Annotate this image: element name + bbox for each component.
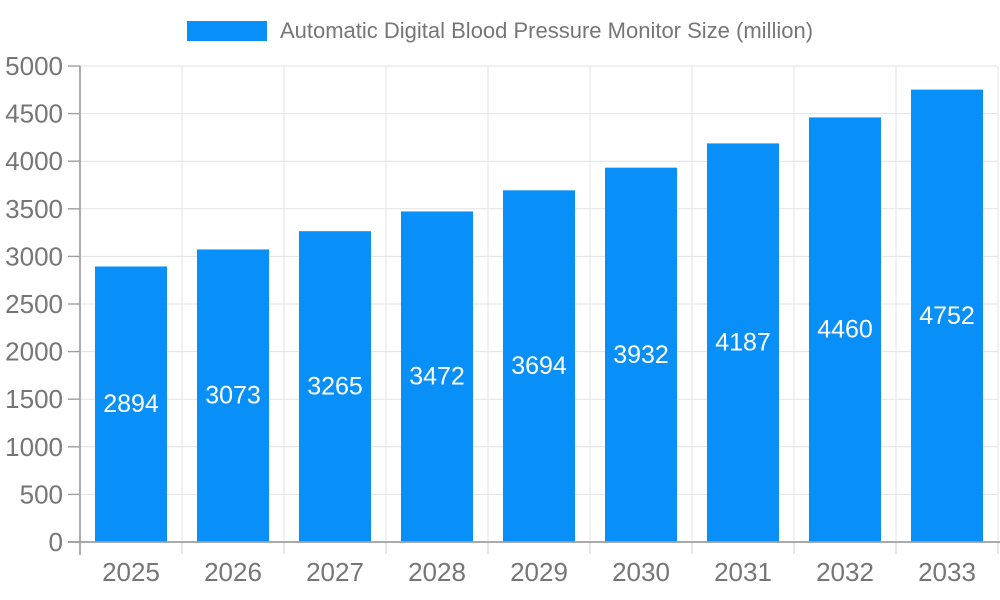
bar-2028[interactable] xyxy=(400,211,474,542)
x-axis-label-2026: 2026 xyxy=(204,557,262,587)
y-axis-label-0: 0 xyxy=(49,527,63,557)
bar-2027[interactable] xyxy=(298,231,372,542)
y-axis-label-2000: 2000 xyxy=(5,337,63,367)
legend-swatch xyxy=(186,21,267,41)
y-axis-label-5000: 5000 xyxy=(5,51,63,81)
y-axis-label-4000: 4000 xyxy=(5,146,63,176)
bar-value-label-2030: 3932 xyxy=(613,341,669,369)
bar-2033[interactable] xyxy=(910,89,984,543)
bar-value-label-2033: 4752 xyxy=(919,302,975,330)
bar-2029[interactable] xyxy=(502,190,576,542)
x-axis-label-2032: 2032 xyxy=(816,557,874,587)
y-axis-label-500: 500 xyxy=(20,479,63,509)
x-axis-label-2030: 2030 xyxy=(612,557,670,587)
legend-item[interactable]: Automatic Digital Blood Pressure Monitor… xyxy=(0,18,1000,44)
x-axis-label-2028: 2028 xyxy=(408,557,466,587)
bar-value-label-2027: 3265 xyxy=(307,373,363,401)
y-axis-label-3000: 3000 xyxy=(5,241,63,271)
bar-value-label-2032: 4460 xyxy=(817,316,873,344)
x-axis-label-2025: 2025 xyxy=(102,557,160,587)
bar-value-label-2025: 2894 xyxy=(103,390,159,418)
x-axis-label-2027: 2027 xyxy=(306,557,364,587)
x-axis-label-2029: 2029 xyxy=(510,557,568,587)
bar-value-label-2031: 4187 xyxy=(715,329,771,357)
bar-2030[interactable] xyxy=(604,167,678,543)
bar-2031[interactable] xyxy=(706,143,780,543)
bar-value-label-2029: 3694 xyxy=(511,352,567,380)
y-axis-label-1500: 1500 xyxy=(5,384,63,414)
y-axis-label-3500: 3500 xyxy=(5,194,63,224)
legend-label: Automatic Digital Blood Pressure Monitor… xyxy=(279,18,814,43)
bar-2025[interactable] xyxy=(94,266,168,542)
bar-2032[interactable] xyxy=(808,117,882,543)
y-axis-label-4500: 4500 xyxy=(5,99,63,129)
y-axis-label-1000: 1000 xyxy=(5,432,63,462)
bar-value-label-2028: 3472 xyxy=(409,363,465,391)
x-axis-label-2033: 2033 xyxy=(918,557,976,587)
x-axis-label-2031: 2031 xyxy=(714,557,772,587)
y-axis-label-2500: 2500 xyxy=(5,289,63,319)
bar-value-label-2026: 3073 xyxy=(205,382,261,410)
bar-2026[interactable] xyxy=(196,249,270,543)
